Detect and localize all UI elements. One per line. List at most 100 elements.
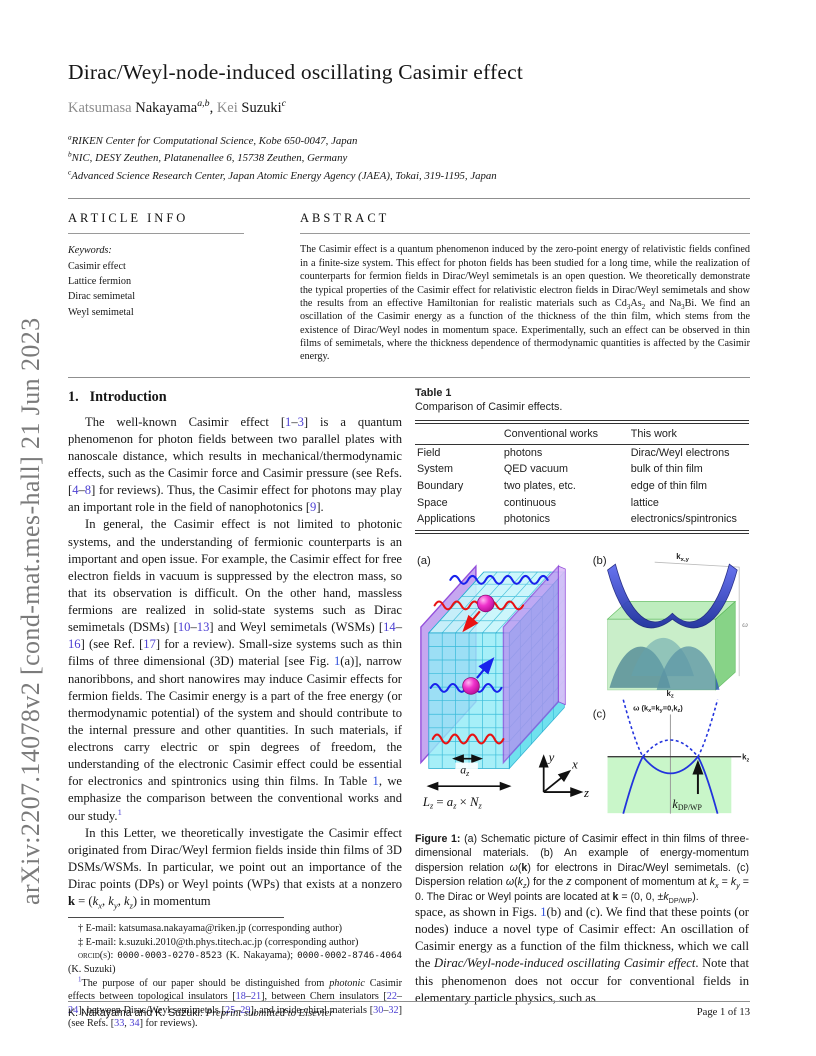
- text-segment: The purpose of our paper should be disti…: [81, 977, 330, 989]
- text-segment: c: [281, 98, 287, 110]
- ref-link[interactable]: 25: [225, 1004, 236, 1016]
- section-title: Introduction: [89, 388, 167, 405]
- continuation-paragraph: space, as shown in Figs. 1(b) and (c). W…: [415, 904, 749, 1007]
- text-segment: –: [396, 991, 402, 1003]
- text-segment: 3: [626, 303, 631, 311]
- panel-a-label: (a): [417, 555, 431, 567]
- table-cell: bulk of thin film: [630, 463, 703, 476]
- text-segment: Bi. We find an oscillation of the Casimi…: [300, 297, 751, 363]
- text-segment: component of momentum at: [571, 876, 710, 889]
- ref-link[interactable]: 13: [196, 620, 210, 635]
- ref-link[interactable]: 4: [72, 483, 79, 498]
- left-column: 1. Introduction The well-known Casimir ef…: [68, 387, 402, 1031]
- text-segment: –: [235, 1004, 241, 1016]
- spin-arrow-blue: [476, 656, 495, 679]
- table-header-cell: Conventional works: [501, 424, 629, 446]
- ref-link[interactable]: 1: [78, 976, 82, 984]
- ref-link[interactable]: 1: [372, 774, 379, 789]
- ref-link[interactable]: 8: [84, 483, 92, 498]
- ref-link[interactable]: 18: [235, 991, 246, 1003]
- ref-link[interactable]: 34: [129, 1018, 140, 1030]
- ref-link[interactable]: 33: [114, 1018, 125, 1030]
- table-header-cell: This work: [628, 424, 749, 446]
- ref-link[interactable]: 1: [285, 414, 292, 429]
- ref-link[interactable]: 32: [388, 1004, 399, 1016]
- panel-b-label: (b): [593, 555, 607, 567]
- text-segment: ] (see Refs. [: [68, 1004, 402, 1030]
- text-segment: –: [395, 620, 402, 635]
- panel-c-label: (c): [593, 708, 606, 720]
- text-segment: ] for a review). Small-size systems such…: [68, 637, 402, 669]
- text-segment: (K. Nakayama);: [222, 950, 298, 962]
- text-segment: (: [514, 876, 518, 889]
- text-segment: k: [123, 894, 130, 909]
- text-segment: orcid(s):: [78, 950, 118, 962]
- text-segment: z: [129, 900, 133, 911]
- running-authors: K. Nakayama and K. Suzuki:: [68, 1007, 206, 1019]
- text-segment: ) in momentum: [132, 894, 211, 909]
- table-row: System QED vacuum bulk of thin film: [415, 462, 749, 479]
- text-segment: =: [718, 876, 731, 889]
- author-line: Katsumasa Nakayamaa,b, Kei Suzukic: [68, 98, 750, 117]
- article-info-section: ARTICLE INFO Keywords: Casimir effect La…: [68, 211, 300, 363]
- ref-link[interactable]: 1: [117, 806, 122, 817]
- table-header-cell: [415, 424, 502, 446]
- kz-axis-label-b: kz: [666, 688, 673, 699]
- text-segment: Figure 1:: [415, 832, 461, 845]
- plot-frame: [654, 561, 740, 676]
- text-segment: = (: [75, 894, 93, 909]
- text-segment: ω: [505, 876, 515, 889]
- ref-link[interactable]: 1: [334, 654, 341, 669]
- table-cell: lattice: [630, 496, 659, 509]
- ref-link[interactable]: 16: [68, 637, 81, 652]
- occupied-region: [607, 756, 732, 813]
- text-segment: k: [730, 876, 737, 889]
- page-footer: K. Nakayama and K. Suzuki: Preprint subm…: [68, 1001, 750, 1019]
- table-rule: [415, 419, 749, 421]
- footnote-1: 1The purpose of our paper should be dist…: [68, 976, 402, 1031]
- table-row: Field photons Dirac/Weyl electrons: [415, 445, 749, 462]
- affiliation-item: bNIC, DESY Zeuthen, Platanenallee 6, 157…: [68, 150, 750, 167]
- text-segment: k: [92, 894, 99, 909]
- ref-link[interactable]: 21: [250, 991, 262, 1003]
- table-cell: Dirac/Weyl electrons: [630, 446, 730, 459]
- omega-axis-label: ω: [742, 620, 748, 629]
- two-column-body: 1. Introduction The well-known Casimir ef…: [68, 387, 750, 1031]
- spin-arrow-red: [462, 610, 481, 632]
- paper-content: Dirac/Weyl-node-induced oscillating Casi…: [68, 0, 750, 1031]
- ref-link[interactable]: 22: [386, 991, 397, 1003]
- ref-link[interactable]: 29: [240, 1004, 251, 1016]
- ref-link[interactable]: 3: [297, 414, 304, 429]
- ref-link[interactable]: 9: [310, 500, 317, 515]
- text-segment: –: [291, 414, 298, 429]
- section-number: 1.: [68, 388, 79, 405]
- ref-link[interactable]: 1: [540, 905, 547, 920]
- ref-link[interactable]: 10: [177, 620, 191, 635]
- text-segment: NIC, DESY Zeuthen, Platanenallee 6, 1573…: [71, 152, 348, 165]
- text-segment: ,: [209, 100, 217, 116]
- table-rule: [415, 529, 749, 531]
- abstract-section: ABSTRACT The Casimir effect is a quantum…: [300, 211, 750, 363]
- kxy-axis-label: kx,y: [676, 552, 689, 563]
- text-segment: z: [566, 876, 572, 889]
- ref-link[interactable]: 14: [383, 620, 396, 635]
- table-cell: continuous: [503, 496, 557, 509]
- comparison-table: Conventional works This work Field photo…: [415, 424, 749, 529]
- az-label: az: [460, 763, 469, 777]
- text-segment: x: [98, 900, 102, 911]
- text-segment: ] for reviews).: [139, 1018, 198, 1030]
- text-segment: and Na: [645, 297, 682, 309]
- text-segment: space, as shown in Figs.: [415, 905, 541, 920]
- intro-paragraph-3: In this Letter, we theoretically investi…: [68, 825, 402, 911]
- right-plate-edge: [558, 565, 566, 705]
- text-segment: –: [245, 991, 251, 1003]
- dispersion-title: ω (kx=ky=0,kz): [633, 703, 683, 714]
- ref-link[interactable]: 17: [143, 637, 156, 652]
- divider: [300, 233, 750, 235]
- ref-link[interactable]: 24: [68, 1004, 79, 1016]
- table-cell: two plates, etc.: [503, 480, 576, 493]
- page-number: Page 1 of 13: [696, 1007, 750, 1018]
- ref-link[interactable]: 30: [373, 1004, 384, 1016]
- kz-axis-label-c: kz: [742, 752, 749, 763]
- intro-paragraph-1: The well-known Casimir effect [1–3] is a…: [68, 414, 402, 517]
